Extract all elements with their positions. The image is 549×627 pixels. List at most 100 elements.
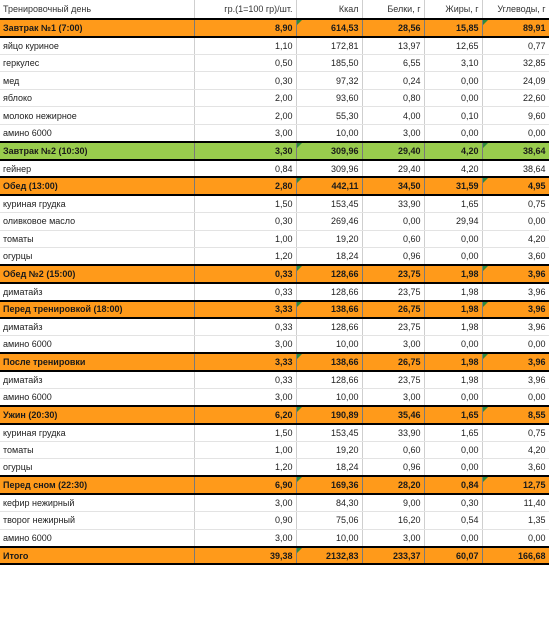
cell-name[interactable]: диматайз <box>0 282 195 301</box>
cell-carbs[interactable]: 0,00 <box>482 388 549 407</box>
cell-fat[interactable]: 29,94 <box>424 212 483 231</box>
cell-name[interactable]: Итого <box>0 545 195 566</box>
cell-name[interactable]: творог нежирный <box>0 511 195 530</box>
cell-kcal[interactable]: 128,66 <box>296 318 363 337</box>
cell-kcal[interactable]: 18,24 <box>296 458 363 477</box>
cell-name[interactable]: Завтрак №2 (10:30) <box>0 141 195 161</box>
cell-grams[interactable]: 1,50 <box>194 194 297 214</box>
cell-carbs[interactable]: 11,40 <box>482 494 549 513</box>
cell-carbs[interactable]: 0,00 <box>482 529 549 548</box>
cell-protein[interactable]: 33,90 <box>362 194 425 214</box>
cell-grams[interactable]: 0,33 <box>194 370 297 389</box>
cell-protein[interactable]: 9,00 <box>362 494 425 513</box>
cell-fat[interactable]: 60,07 <box>424 545 483 566</box>
cell-protein[interactable]: 29,40 <box>362 159 425 178</box>
cell-fat[interactable]: 0,00 <box>424 71 483 90</box>
cell-protein[interactable]: 23,75 <box>362 264 425 284</box>
cell-carbs[interactable]: 12,75 <box>482 475 549 496</box>
cell-carbs[interactable]: 9,60 <box>482 106 549 126</box>
cell-fat[interactable]: 0,00 <box>424 335 483 354</box>
cell-protein[interactable]: 23,75 <box>362 282 425 301</box>
cell-protein[interactable]: 26,75 <box>362 299 425 320</box>
cell-carbs[interactable]: 4,20 <box>482 230 549 249</box>
cell-fat[interactable]: 1,98 <box>424 370 483 389</box>
cell-carbs[interactable]: 3,96 <box>482 299 549 320</box>
cell-fat[interactable]: 1,65 <box>424 194 483 214</box>
cell-protein[interactable]: 35,46 <box>362 405 425 425</box>
cell-name[interactable]: яйцо куриное <box>0 36 195 55</box>
cell-name[interactable]: молоко нежирное <box>0 106 195 126</box>
cell-fat[interactable]: 0,84 <box>424 475 483 496</box>
cell-fat[interactable]: 1,98 <box>424 352 483 372</box>
cell-protein[interactable]: 28,20 <box>362 475 425 496</box>
cell-protein[interactable]: 16,20 <box>362 511 425 530</box>
cell-protein[interactable]: 23,75 <box>362 370 425 389</box>
cell-kcal[interactable]: 10,00 <box>296 335 363 354</box>
cell-protein[interactable]: 0,60 <box>362 230 425 249</box>
cell-grams[interactable]: 1,20 <box>194 247 297 266</box>
cell-carbs[interactable]: 3,96 <box>482 318 549 337</box>
cell-fat[interactable]: 0,00 <box>424 441 483 460</box>
cell-kcal[interactable]: 19,20 <box>296 441 363 460</box>
cell-grams[interactable]: 0,50 <box>194 54 297 73</box>
cell-name[interactable]: томаты <box>0 441 195 460</box>
cell-grams[interactable]: 3,30 <box>194 141 297 161</box>
cell-grams[interactable]: 1,00 <box>194 441 297 460</box>
cell-name[interactable]: яблоко <box>0 89 195 108</box>
cell-carbs[interactable]: 0,00 <box>482 212 549 231</box>
cell-protein[interactable]: 29,40 <box>362 141 425 161</box>
cell-carbs[interactable]: 0,00 <box>482 335 549 354</box>
cell-protein[interactable]: 0,96 <box>362 247 425 266</box>
cell-kcal[interactable]: 93,60 <box>296 89 363 108</box>
cell-carbs[interactable]: 3,96 <box>482 282 549 301</box>
cell-protein[interactable]: 0,80 <box>362 89 425 108</box>
cell-carbs[interactable]: 3,96 <box>482 370 549 389</box>
cell-fat[interactable]: 12,65 <box>424 36 483 55</box>
cell-name[interactable]: Завтрак №1 (7:00) <box>0 18 195 38</box>
cell-kcal[interactable]: 55,30 <box>296 106 363 126</box>
cell-kcal[interactable]: 138,66 <box>296 299 363 320</box>
cell-grams[interactable]: 6,90 <box>194 475 297 496</box>
cell-grams[interactable]: 0,90 <box>194 511 297 530</box>
cell-kcal[interactable]: 185,50 <box>296 54 363 73</box>
cell-grams[interactable]: 3,00 <box>194 494 297 513</box>
header-protein[interactable]: Белки, г <box>362 0 425 20</box>
cell-protein[interactable]: 23,75 <box>362 318 425 337</box>
cell-grams[interactable]: 2,00 <box>194 106 297 126</box>
cell-grams[interactable]: 0,84 <box>194 159 297 178</box>
cell-name[interactable]: Обед (13:00) <box>0 176 195 196</box>
cell-carbs[interactable]: 38,64 <box>482 159 549 178</box>
cell-fat[interactable]: 31,59 <box>424 176 483 196</box>
cell-grams[interactable]: 0,33 <box>194 264 297 284</box>
cell-name[interactable]: огурцы <box>0 247 195 266</box>
cell-protein[interactable]: 3,00 <box>362 529 425 548</box>
header-kcal[interactable]: Ккал <box>296 0 363 20</box>
cell-fat[interactable]: 0,00 <box>424 89 483 108</box>
cell-fat[interactable]: 15,85 <box>424 18 483 38</box>
cell-name[interactable]: диматайз <box>0 318 195 337</box>
cell-protein[interactable]: 6,55 <box>362 54 425 73</box>
cell-protein[interactable]: 3,00 <box>362 335 425 354</box>
cell-grams[interactable]: 1,20 <box>194 458 297 477</box>
cell-name[interactable]: После тренировки <box>0 352 195 372</box>
cell-carbs[interactable]: 3,96 <box>482 352 549 372</box>
cell-fat[interactable]: 1,98 <box>424 264 483 284</box>
cell-grams[interactable]: 3,33 <box>194 352 297 372</box>
cell-grams[interactable]: 6,20 <box>194 405 297 425</box>
cell-carbs[interactable]: 24,09 <box>482 71 549 90</box>
cell-fat[interactable]: 0,54 <box>424 511 483 530</box>
cell-carbs[interactable]: 4,20 <box>482 441 549 460</box>
cell-kcal[interactable]: 128,66 <box>296 264 363 284</box>
cell-name[interactable]: огурцы <box>0 458 195 477</box>
cell-grams[interactable]: 3,33 <box>194 299 297 320</box>
cell-kcal[interactable]: 614,53 <box>296 18 363 38</box>
cell-carbs[interactable]: 8,55 <box>482 405 549 425</box>
cell-protein[interactable]: 0,96 <box>362 458 425 477</box>
cell-carbs[interactable]: 0,75 <box>482 423 549 442</box>
cell-kcal[interactable]: 19,20 <box>296 230 363 249</box>
cell-grams[interactable]: 2,00 <box>194 89 297 108</box>
cell-name[interactable]: оливковое масло <box>0 212 195 231</box>
cell-grams[interactable]: 3,00 <box>194 335 297 354</box>
cell-fat[interactable]: 0,00 <box>424 230 483 249</box>
cell-protein[interactable]: 0,24 <box>362 71 425 90</box>
